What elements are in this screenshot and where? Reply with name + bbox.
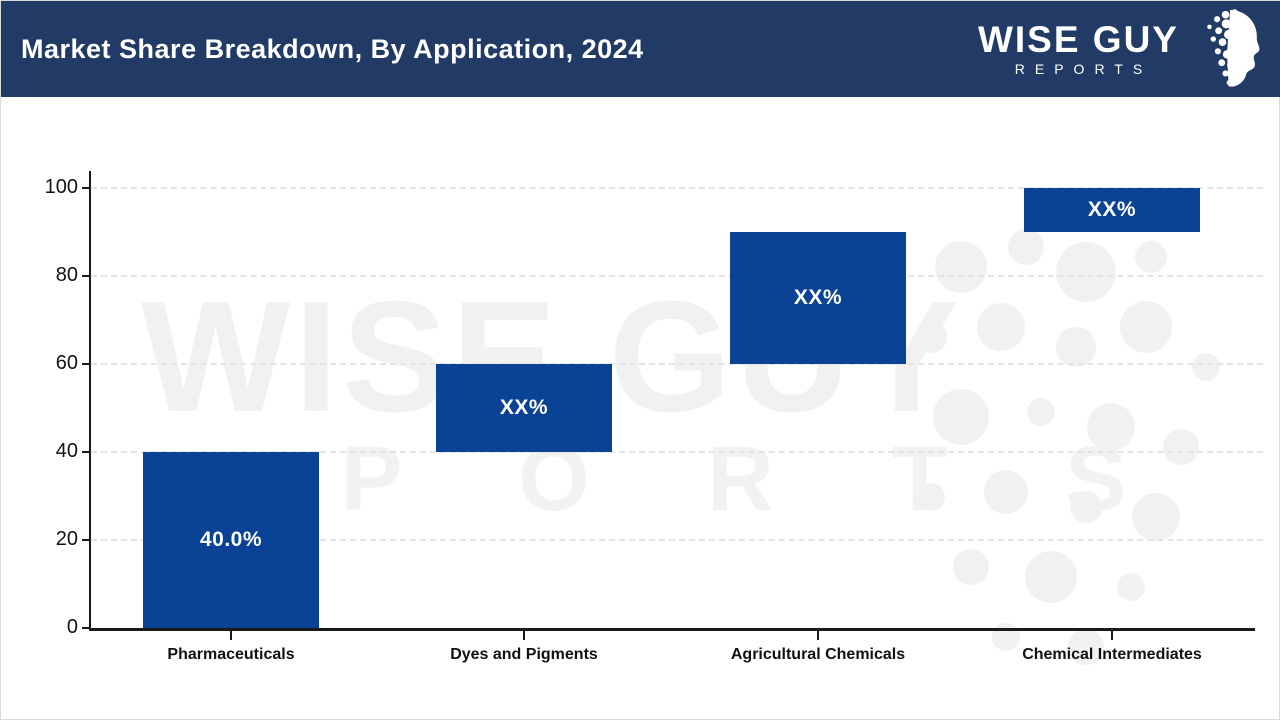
logo-text: WISE GUY REPORTS xyxy=(977,19,1179,78)
x-tick-mark xyxy=(230,631,232,640)
watermark-dotted-head xyxy=(915,229,1220,665)
y-tick-mark-40 xyxy=(82,451,91,453)
gridline-80 xyxy=(91,275,1263,277)
category-label: Agricultural Chemicals xyxy=(730,646,906,663)
gridline-100 xyxy=(91,187,1263,189)
chart-plot-area: WISE GUY P O R T S 40.0% XX% XX% XX% 0 20 40 6… xyxy=(1,97,1280,721)
dotted-face-icon xyxy=(1207,9,1260,87)
x-tick-mark xyxy=(1111,631,1113,640)
gridline-60 xyxy=(91,363,1263,365)
category-label: Chemical Intermediates xyxy=(1022,646,1202,663)
x-axis-line xyxy=(89,628,1255,631)
logo-subtitle: REPORTS xyxy=(1014,61,1153,77)
category-label: Pharmaceuticals xyxy=(167,646,295,663)
x-tick-mark xyxy=(817,631,819,640)
y-tick-label-100: 100 xyxy=(44,176,78,198)
y-tick-mark-80 xyxy=(82,275,91,277)
y-tick-label-20: 20 xyxy=(55,528,78,550)
bar-segment: 40.0% xyxy=(143,452,319,628)
x-tick-mark xyxy=(523,631,525,640)
gridline-20 xyxy=(91,539,1263,541)
bar-segment: XX% xyxy=(730,232,906,364)
y-axis-line xyxy=(89,171,91,630)
y-tick-mark-60 xyxy=(82,363,91,365)
bar-value-label: XX% xyxy=(793,286,843,309)
page-title: Market Share Breakdown, By Application, … xyxy=(21,33,644,64)
bar-segment: XX% xyxy=(436,364,612,452)
y-tick-label-80: 80 xyxy=(55,264,78,286)
category-label: Dyes and Pigments xyxy=(450,646,598,663)
bar-value-label: XX% xyxy=(499,396,549,419)
y-tick-mark-20 xyxy=(82,539,91,541)
header-band: Market Share Breakdown, By Application, … xyxy=(1,1,1280,97)
bar-value-label: XX% xyxy=(1087,198,1137,221)
y-tick-label-60: 60 xyxy=(55,352,78,374)
y-tick-label-40: 40 xyxy=(55,440,78,462)
wise-guy-reports-logo: WISE GUY REPORTS xyxy=(978,9,1267,89)
bar-value-label: 40.0% xyxy=(199,528,263,551)
y-tick-mark-100 xyxy=(82,187,91,189)
bar-segment: XX% xyxy=(1024,188,1200,232)
y-tick-mark-0 xyxy=(82,627,91,629)
gridline-40 xyxy=(91,451,1263,453)
logo-wordmark: WISE GUY xyxy=(977,19,1179,60)
y-tick-label-0: 0 xyxy=(66,616,78,638)
